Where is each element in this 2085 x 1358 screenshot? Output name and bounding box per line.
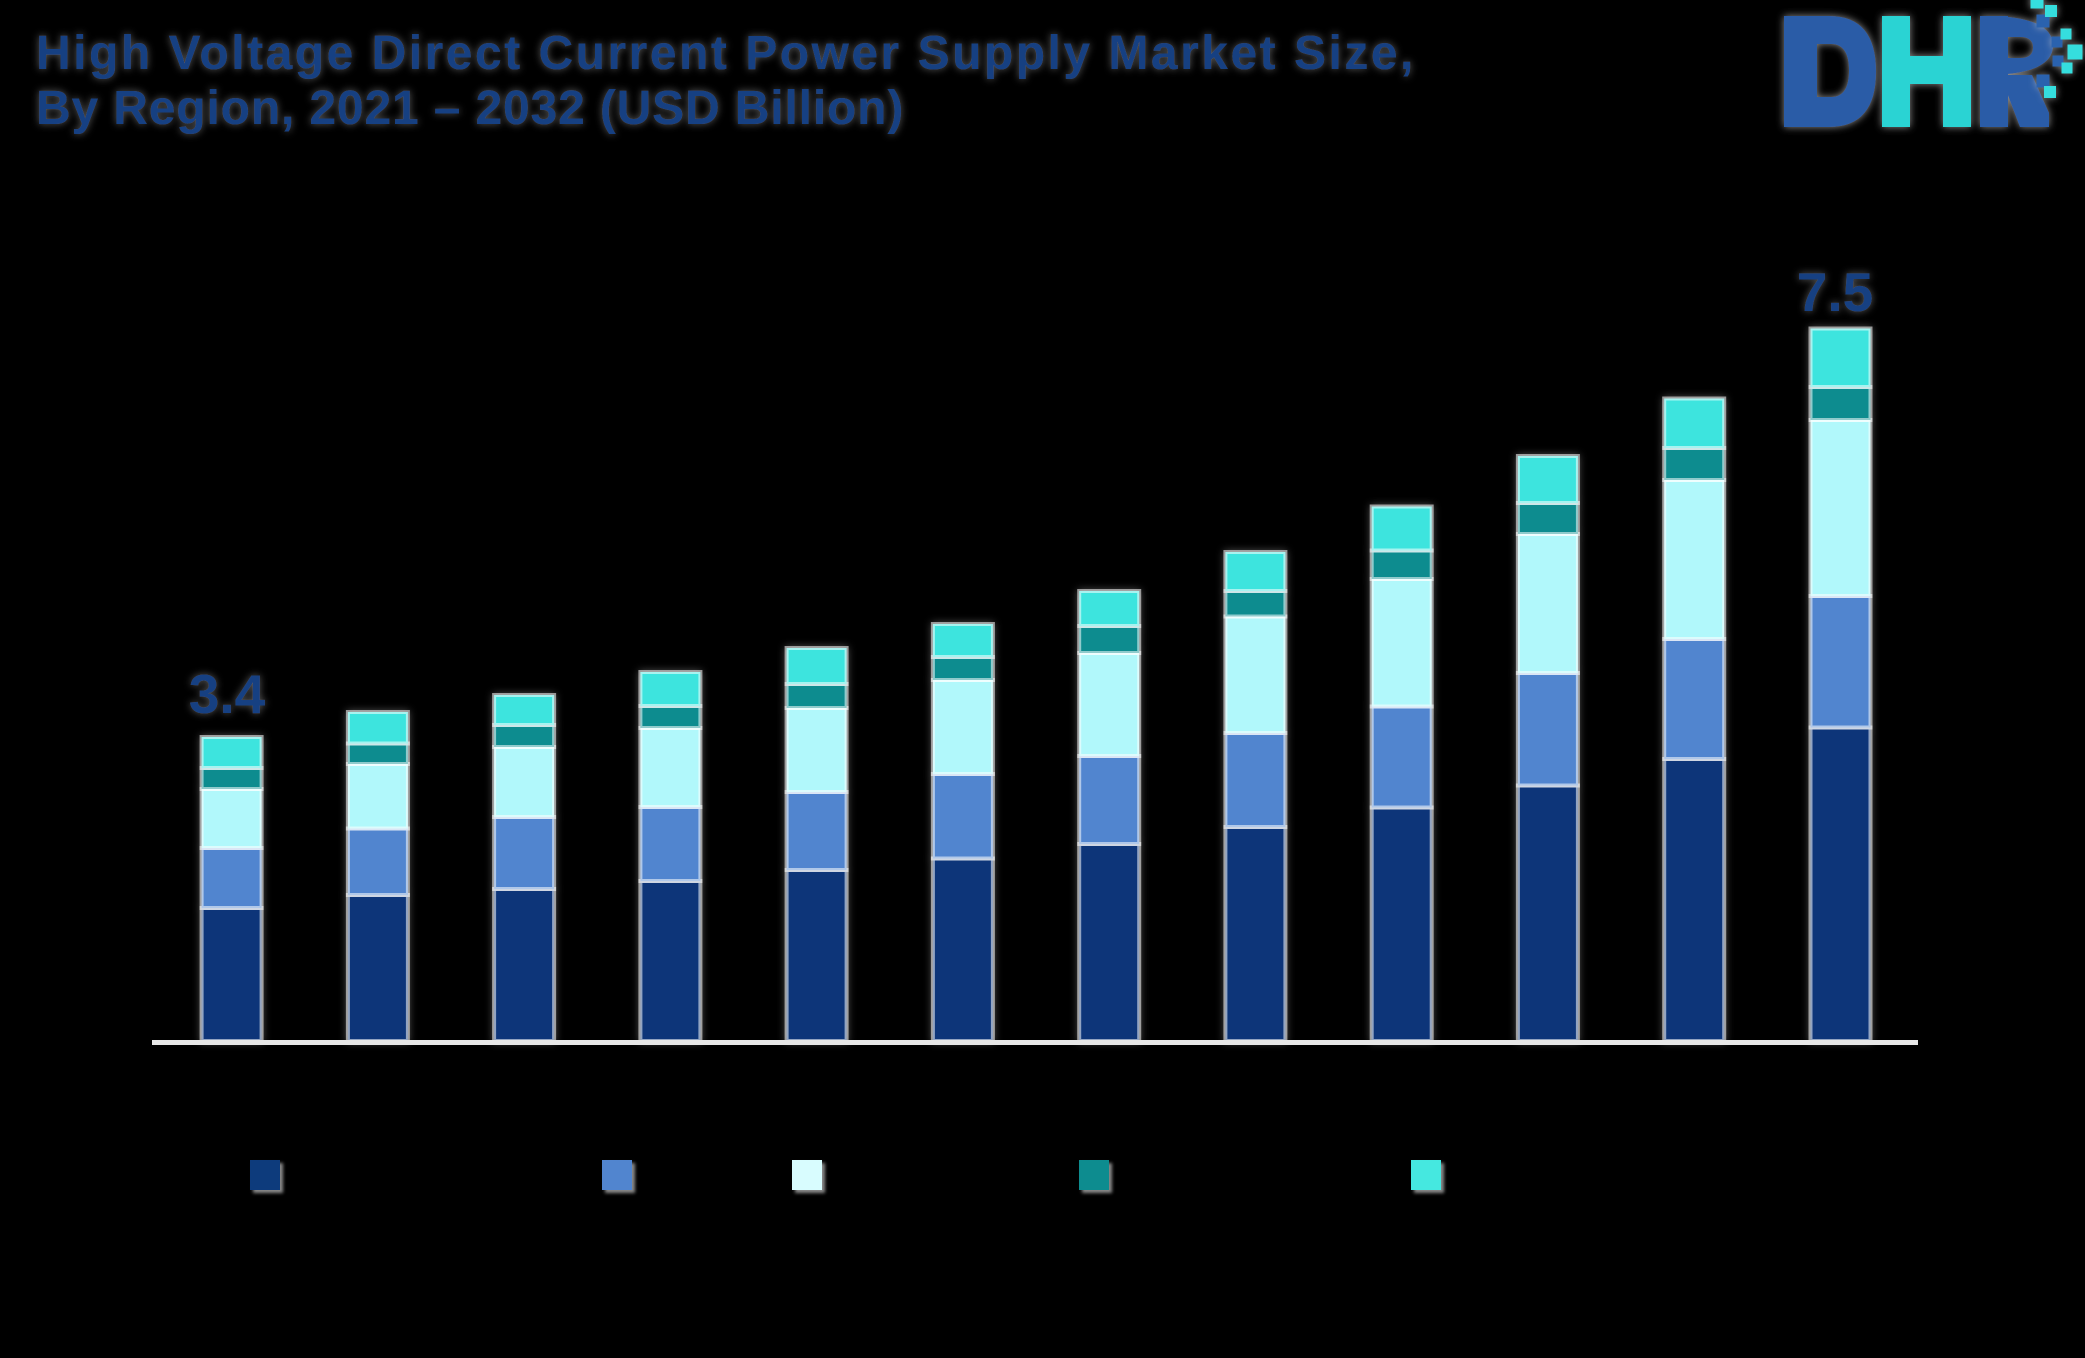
svg-text:7.5: 7.5 xyxy=(1797,261,1873,323)
svg-text:3.4: 3.4 xyxy=(189,663,266,725)
svg-text:High Voltage Direct Current Po: High Voltage Direct Current Power Supply… xyxy=(36,27,1416,80)
svg-text:By Region, 2021 – 2032 (USD Bi: By Region, 2021 – 2032 (USD Billion) xyxy=(36,82,904,135)
